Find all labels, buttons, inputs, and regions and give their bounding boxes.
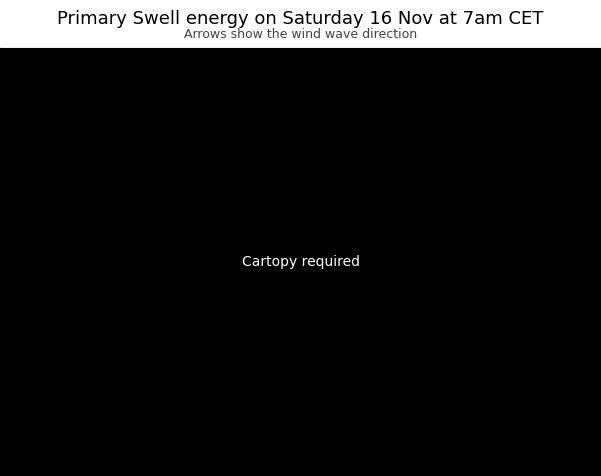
Text: Primary Swell energy on Saturday 16 Nov at 7am CET: Primary Swell energy on Saturday 16 Nov …: [57, 10, 544, 29]
Text: Cartopy required: Cartopy required: [242, 255, 359, 269]
Text: Arrows show the wind wave direction: Arrows show the wind wave direction: [184, 28, 417, 40]
